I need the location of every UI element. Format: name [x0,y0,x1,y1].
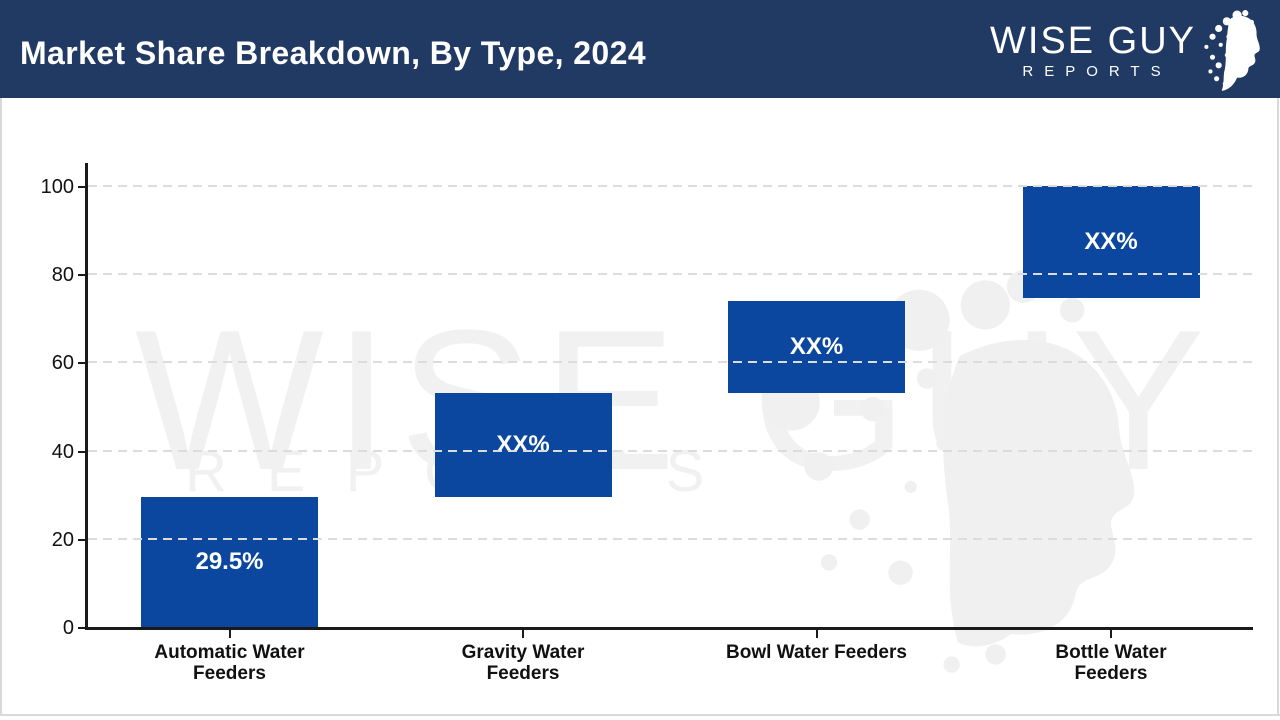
y-tick-mark [78,538,86,541]
y-tick-mark [78,274,86,277]
left-border [0,98,2,716]
y-tick-mark [78,450,86,453]
y-tick-label: 100 [40,176,74,198]
bar-value-label: XX% [789,332,844,360]
bar-gravity-water-feeders: XX% [434,393,612,497]
gridline-60 [88,361,1253,364]
x-category-label: Gravity Water Feeders [461,642,585,684]
wise-guy-face-icon [1204,10,1260,91]
x-tick-mark [815,630,818,638]
gridline-20 [88,537,1253,540]
gridline-80 [88,273,1253,276]
x-tick-mark [1110,630,1112,638]
y-tick-label: 40 [51,440,74,463]
brand-subtitle: REPORTS [1022,63,1172,80]
brand-logo-text: WISE GUY REPORTS [990,22,1196,80]
y-tick-label: 0 [62,617,74,639]
x-tick-mark [522,630,524,638]
chart-area: WISE GUY REPORTS 29.5%XX%XX%XX% Automati… [0,98,1280,714]
bar-automatic-water-feeders: 29.5% [141,496,318,627]
y-tick-label: 60 [51,352,74,375]
bar-value-label: XX% [1084,228,1138,256]
bar-value-label: 29.5% [195,547,264,575]
y-tick-label: 20 [51,528,74,551]
bar-value-label: XX% [496,431,550,459]
bar-bowl-water-feeders: XX% [728,300,905,394]
y-tick-label: 80 [51,264,74,287]
brand-name: WISE GUY [989,20,1196,62]
header-bar: Market Share Breakdown, By Type, 2024 WI… [0,0,1280,98]
gridline-40 [88,449,1253,452]
gridline-100 [88,185,1253,187]
y-tick-mark [78,627,86,629]
y-tick-mark [78,186,86,188]
x-axis-line [85,627,1253,630]
chart-title: Market Share Breakdown, By Type, 2024 [20,34,647,71]
y-tick-mark [78,362,86,365]
x-category-label: Bowl Water Feeders [726,642,907,663]
bottom-border [0,714,1280,716]
x-tick-mark [228,630,231,638]
right-border [1277,98,1279,716]
bar-bottle-water-feeders: XX% [1022,186,1200,299]
y-axis-line [85,163,88,630]
x-category-label: Automatic Water Feeders [154,642,305,684]
brand-logo: WISE GUY REPORTS [990,8,1266,94]
x-category-label: Bottle Water Feeders [1055,642,1167,684]
